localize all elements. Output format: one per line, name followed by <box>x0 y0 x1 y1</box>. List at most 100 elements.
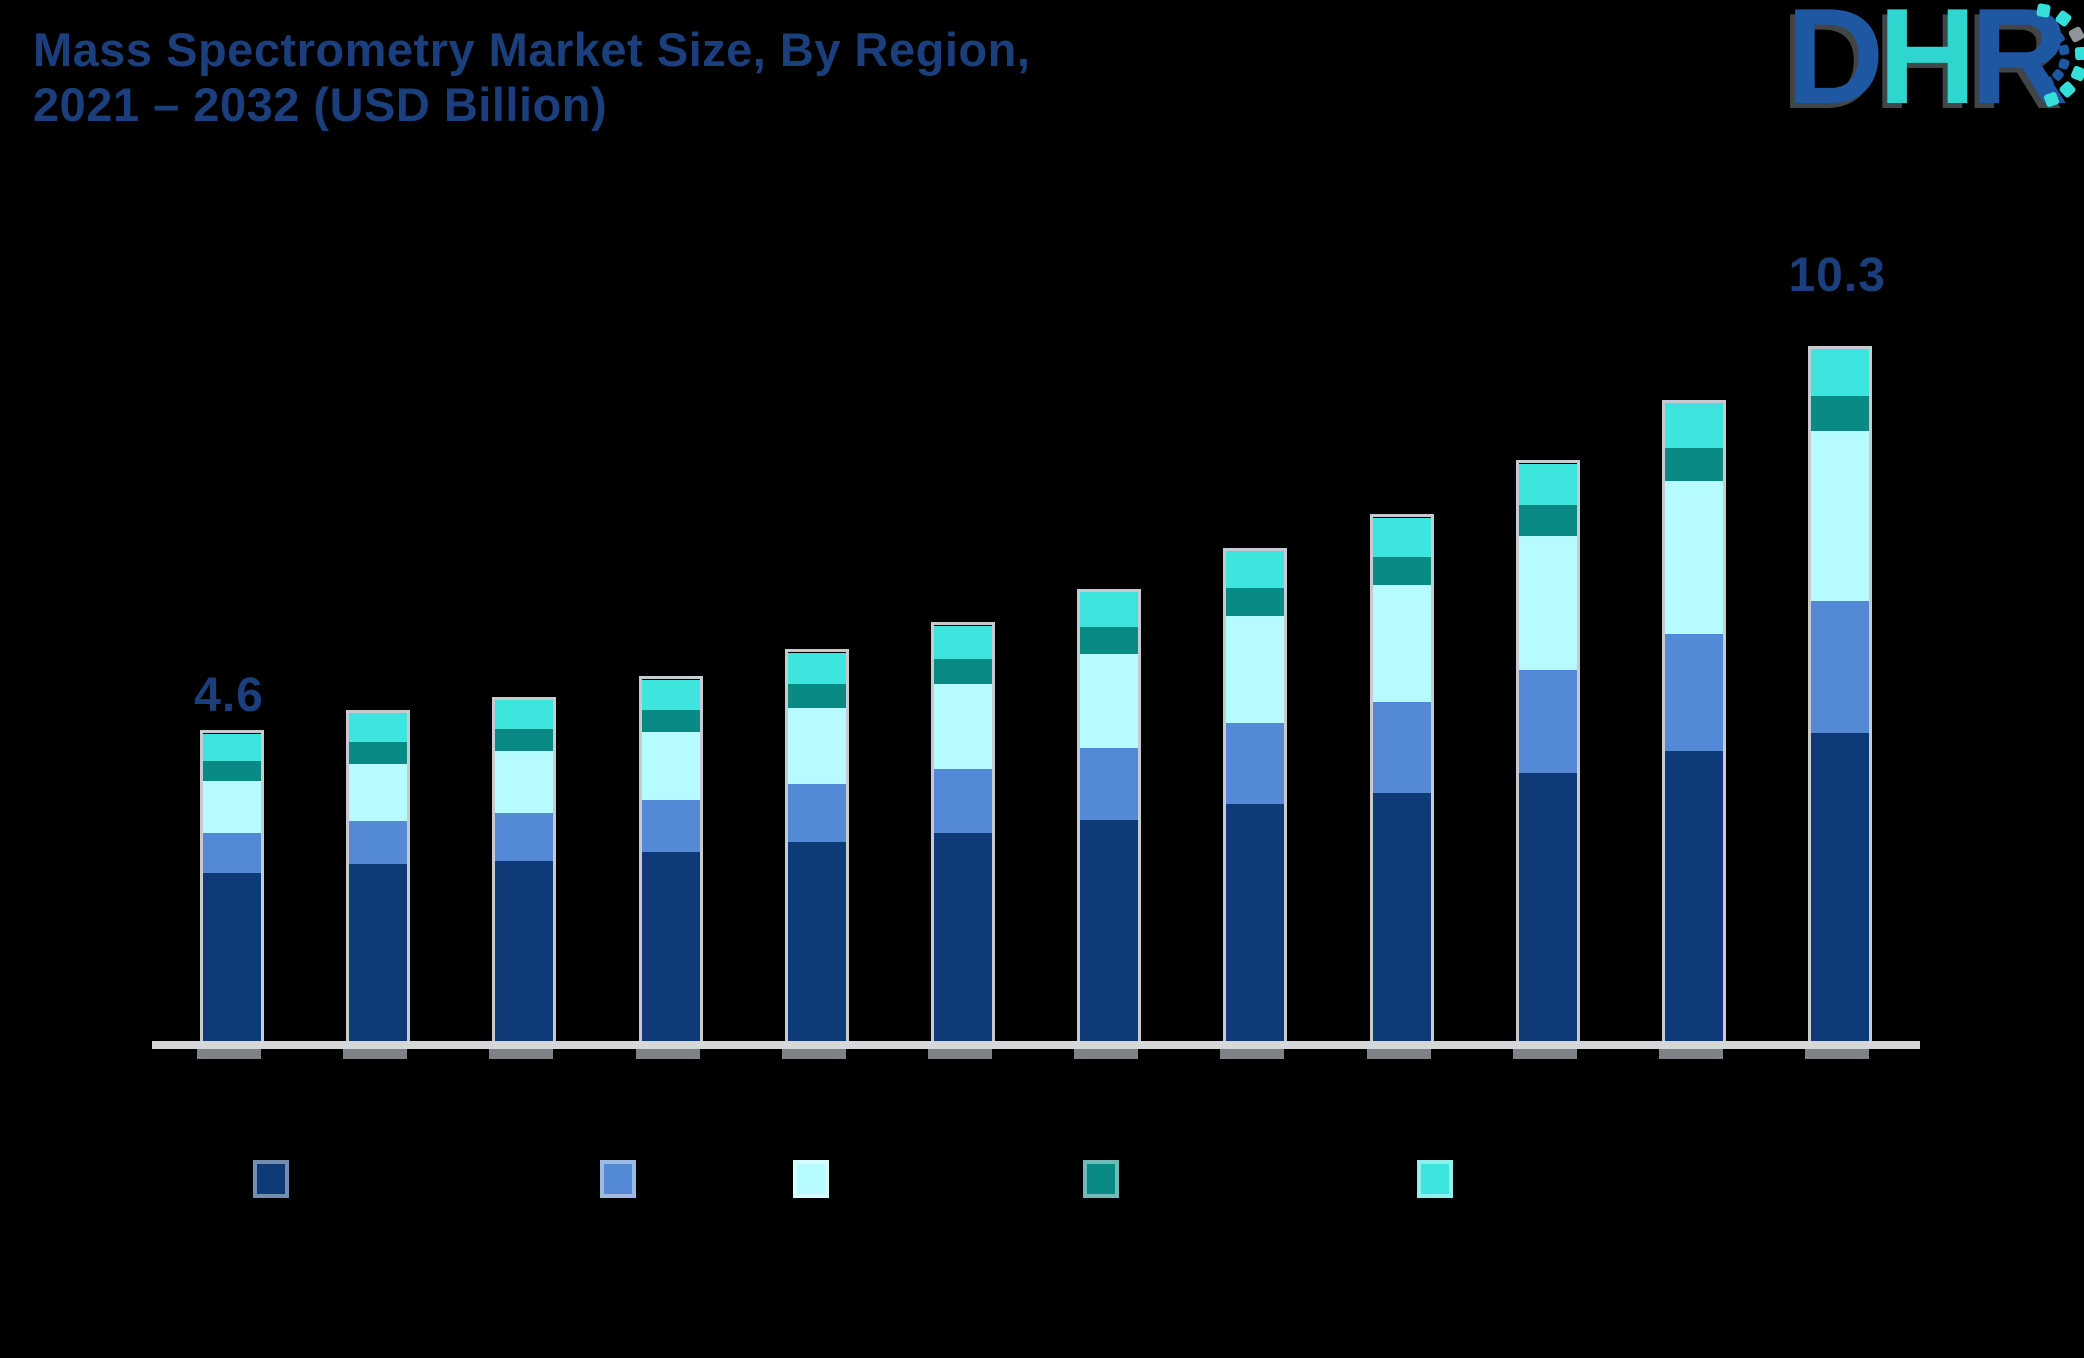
bar-2029-segment-navy <box>1373 792 1431 1044</box>
bar-shadow <box>489 1049 553 1059</box>
bar-2027-segment-navy <box>1080 820 1138 1044</box>
bar-shadow <box>1367 1049 1431 1059</box>
bar-2025-segment-medium-blue <box>788 784 846 843</box>
bar-shadow <box>343 1049 407 1059</box>
bar-shadow <box>928 1049 992 1059</box>
bar-2025-segment-pale-cyan <box>788 707 846 785</box>
value-label-first-bar: 4.6 <box>194 669 264 722</box>
bar-2022 <box>346 710 410 1044</box>
bar-shadow <box>197 1049 261 1059</box>
bar-2031-segment-medium-blue <box>1665 633 1723 752</box>
bar-2026-segment-dark-teal <box>934 659 992 685</box>
bar-2030-segment-turquoise <box>1519 463 1577 506</box>
bar-2024 <box>639 676 703 1044</box>
chart-title-line1: Mass Spectrometry Market Size, By Region… <box>33 23 1031 76</box>
bar-2028 <box>1223 548 1287 1044</box>
logo-dot <box>2058 44 2070 56</box>
bar-2031-segment-navy <box>1665 751 1723 1044</box>
x-axis-line <box>152 1041 1920 1049</box>
bar-2028-segment-medium-blue <box>1226 722 1284 805</box>
bar-2030-segment-navy <box>1519 772 1577 1044</box>
logo-dot <box>2074 46 2084 61</box>
bar-2021-segment-turquoise <box>203 733 261 762</box>
dhr-logo: DHR <box>1786 0 2084 132</box>
logo-dot <box>2070 65 2084 82</box>
bar-2025 <box>785 649 849 1044</box>
bar-2029-segment-medium-blue <box>1373 702 1431 793</box>
bar-2032-segment-pale-cyan <box>1811 431 1869 602</box>
bar-shadow <box>1074 1049 1138 1059</box>
bar-2031-segment-pale-cyan <box>1665 481 1723 634</box>
bar-2026-segment-navy <box>934 832 992 1044</box>
value-label-last-bar: 10.3 <box>1788 249 1886 302</box>
bar-2024-segment-dark-teal <box>642 709 700 733</box>
bar-2029-segment-dark-teal <box>1373 556 1431 586</box>
bar-2027-segment-dark-teal <box>1080 627 1138 655</box>
bar-2031 <box>1662 400 1726 1044</box>
bar-2027-segment-medium-blue <box>1080 747 1138 821</box>
bar-2028-segment-pale-cyan <box>1226 616 1284 723</box>
bar-2032-segment-medium-blue <box>1811 601 1869 733</box>
bar-shadow <box>1513 1049 1577 1059</box>
bar-2032-segment-turquoise <box>1811 349 1869 397</box>
bar-2029 <box>1370 514 1434 1044</box>
bar-2026-segment-pale-cyan <box>934 684 992 769</box>
bar-2021 <box>200 730 264 1044</box>
bar-2031-segment-turquoise <box>1665 403 1723 449</box>
bar-2026-segment-medium-blue <box>934 768 992 833</box>
bar-2026-segment-turquoise <box>934 625 992 660</box>
bar-2029-segment-pale-cyan <box>1373 585 1431 703</box>
bar-2024-segment-navy <box>642 851 700 1044</box>
bar-2023-segment-dark-teal <box>495 729 553 751</box>
bar-2022-segment-navy <box>349 863 407 1044</box>
bar-2023-segment-turquoise <box>495 700 553 729</box>
bar-shadow <box>782 1049 846 1059</box>
bar-2021-segment-navy <box>203 872 261 1044</box>
bar-2028-segment-navy <box>1226 804 1284 1044</box>
bar-2030-segment-pale-cyan <box>1519 536 1577 671</box>
legend-swatch-dark-teal <box>1083 1160 1119 1198</box>
bar-2032-segment-navy <box>1811 732 1869 1044</box>
legend-swatch-navy <box>253 1160 289 1198</box>
bar-2030-segment-dark-teal <box>1519 505 1577 537</box>
bar-2029-segment-turquoise <box>1373 517 1431 557</box>
bar-2021-segment-pale-cyan <box>203 781 261 834</box>
logo-letter-h: H <box>1878 0 1976 132</box>
bar-shadow <box>1220 1049 1284 1059</box>
bar-shadow <box>1805 1049 1869 1059</box>
bar-2023-segment-pale-cyan <box>495 750 553 814</box>
bar-2028-segment-turquoise <box>1226 551 1284 589</box>
bar-2027-segment-pale-cyan <box>1080 654 1138 748</box>
bar-2025-segment-turquoise <box>788 652 846 685</box>
chart-title: Mass Spectrometry Market Size, By Region… <box>33 22 1030 133</box>
bar-2030-segment-medium-blue <box>1519 670 1577 773</box>
legend-swatch-medium-blue <box>600 1160 636 1198</box>
bar-2026 <box>931 622 995 1044</box>
bar-2023-segment-navy <box>495 860 553 1044</box>
bar-2032 <box>1808 346 1872 1044</box>
dhr-logo-letters: DHR <box>1786 0 2069 124</box>
logo-letter-r: R <box>1970 0 2068 132</box>
bar-2021-segment-dark-teal <box>203 761 261 782</box>
bar-2025-segment-navy <box>788 842 846 1044</box>
logo-letter-d: D <box>1786 0 1884 132</box>
bar-2030 <box>1516 460 1580 1044</box>
bar-2024-segment-pale-cyan <box>642 732 700 800</box>
bar-2022-segment-pale-cyan <box>349 763 407 821</box>
logo-dot <box>2067 25 2084 44</box>
bar-2023 <box>492 697 556 1044</box>
logo-dot <box>2035 2 2052 19</box>
bar-2031-segment-dark-teal <box>1665 448 1723 482</box>
bar-2021-segment-medium-blue <box>203 833 261 873</box>
bar-2022-segment-medium-blue <box>349 820 407 864</box>
chart-title-line2: 2021 – 2032 (USD Billion) <box>33 78 608 132</box>
bar-2022-segment-dark-teal <box>349 742 407 764</box>
bar-shadow <box>636 1049 700 1059</box>
bar-2032-segment-dark-teal <box>1811 396 1869 432</box>
bar-2023-segment-medium-blue <box>495 813 553 861</box>
bar-2024-segment-medium-blue <box>642 799 700 852</box>
bar-2027 <box>1077 589 1141 1044</box>
bar-2027-segment-turquoise <box>1080 592 1138 628</box>
bar-2028-segment-dark-teal <box>1226 588 1284 617</box>
